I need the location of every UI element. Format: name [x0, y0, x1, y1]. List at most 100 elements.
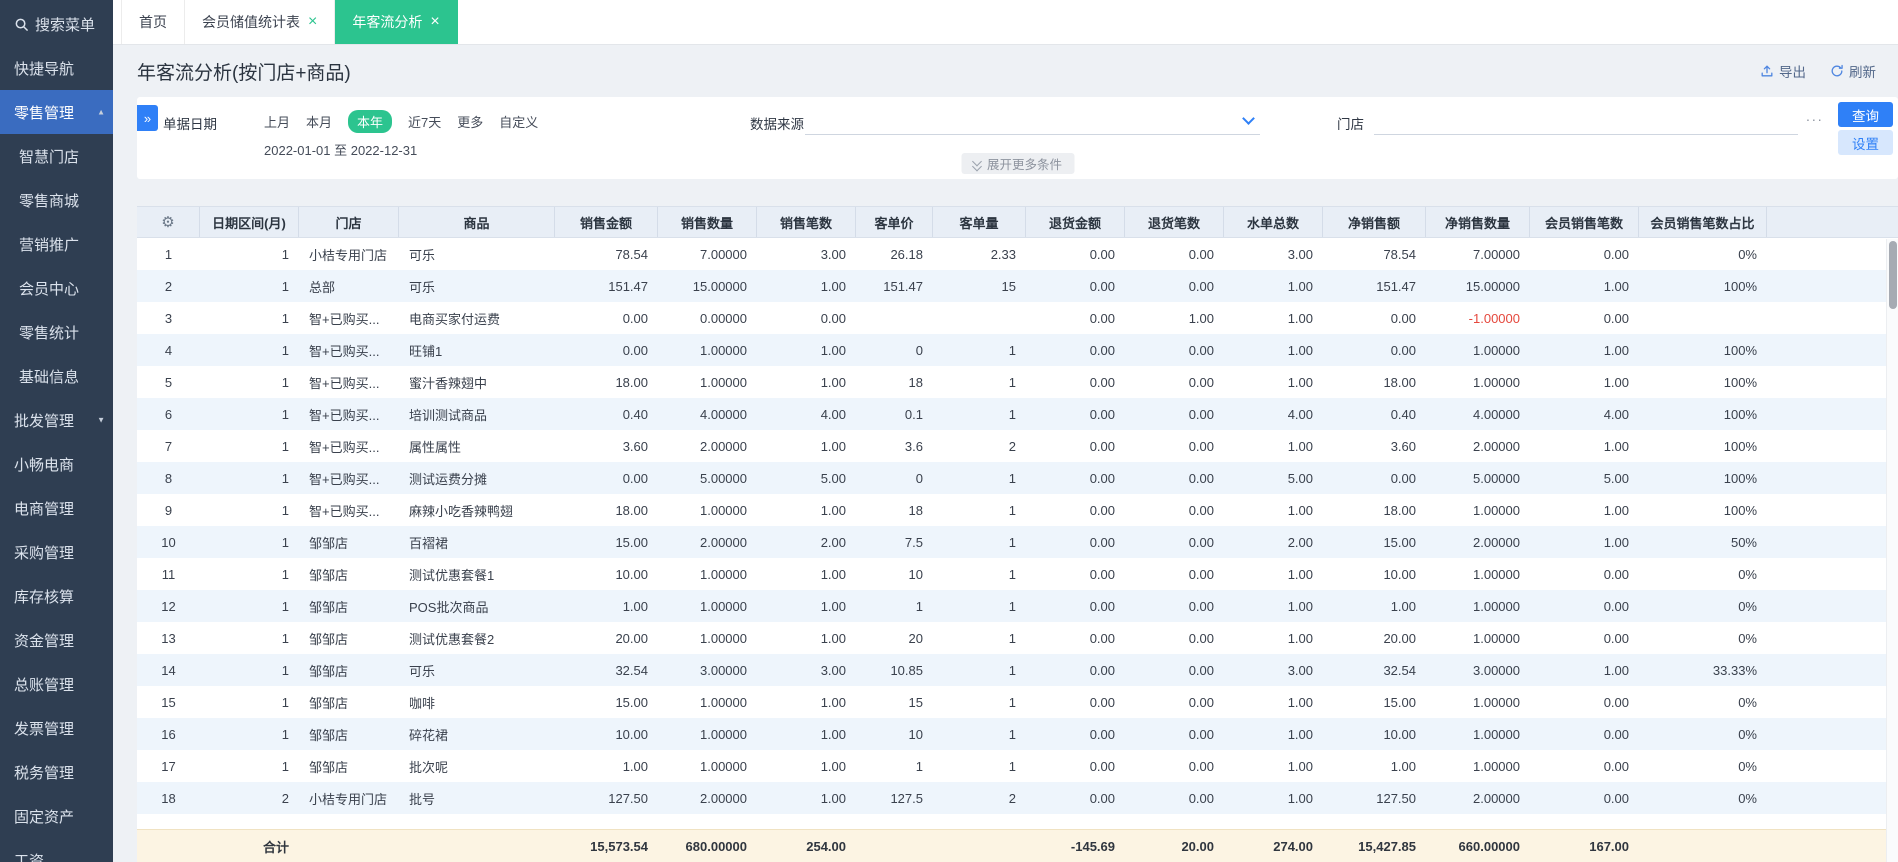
table-row[interactable]: 13 1 邹邹店 测试优惠套餐2 20.00 1.00000 1.00 20 1 0.00 0.00…	[137, 622, 1898, 654]
table-cell: 智+已购买...	[309, 439, 380, 455]
date-shortcut[interactable]: 本月	[306, 115, 333, 130]
date-shortcut[interactable]: 近7天	[408, 115, 442, 130]
table-cell: 3.00	[1287, 246, 1313, 262]
date-range-value[interactable]: 2022-01-01 至 2022-12-31	[264, 143, 418, 158]
sidebar-item[interactable]: 零售管理 ▲	[0, 90, 113, 134]
column-header[interactable]: 水单总数	[1224, 207, 1323, 237]
export-button[interactable]: 导出	[1760, 61, 1806, 81]
column-header[interactable]: 客单量	[933, 207, 1026, 237]
table-cell: 10.00	[615, 726, 648, 742]
table-row[interactable]: 4 1 智+已购买... 旺铺1 0.00 1.00000 1.00 0 1 0.00 0.00 1.…	[137, 334, 1898, 366]
expand-more-button[interactable]: 展开更多条件	[960, 153, 1075, 174]
table-cell: 0.00	[1188, 566, 1214, 582]
query-button[interactable]: 查询	[1838, 102, 1893, 127]
table-cell-filler	[1767, 526, 1898, 558]
column-header[interactable]: 客单价	[856, 207, 933, 237]
data-source-input[interactable]	[805, 103, 1260, 135]
sidebar-item[interactable]: 库存核算	[0, 574, 113, 618]
sidebar-item[interactable]: 电商管理	[0, 486, 113, 530]
date-shortcut[interactable]: 上月	[264, 115, 291, 130]
column-header[interactable]: 会员销售笔数占比	[1639, 207, 1767, 237]
tab[interactable]: 会员储值统计表 ×	[185, 0, 336, 44]
table-row[interactable]: 2 1 总部 可乐 151.47 15.00000 1.00 151.47 15 0.00 0.00…	[137, 270, 1898, 302]
column-header[interactable]: 商品	[399, 207, 555, 237]
close-icon[interactable]: ×	[430, 13, 440, 30]
table-cell: 可乐	[409, 279, 436, 295]
table-row[interactable]: 15 1 邹邹店 咖啡 15.00 1.00000 1.00 15 1 0.00 0.00 1.00 1…	[137, 686, 1898, 718]
refresh-button[interactable]: 刷新	[1830, 61, 1876, 81]
table-cell: 2.00	[820, 534, 846, 550]
sidebar-item[interactable]: 快捷导航	[0, 46, 113, 90]
column-header[interactable]: 日期区间(月)	[200, 207, 299, 237]
table-cell-filler	[1767, 494, 1898, 526]
sidebar-item[interactable]: 基础信息	[0, 354, 113, 398]
table-cell-filler	[1767, 686, 1898, 718]
column-header[interactable]: 销售金额	[555, 207, 658, 237]
table-row[interactable]: 12 1 邹邹店 POS批次商品 1.00 1.00000 1.00 1 1 0.00 0.00 1.…	[137, 590, 1898, 622]
sidebar-item[interactable]: 智慧门店	[0, 134, 113, 178]
sidebar-item[interactable]: 税务管理	[0, 750, 113, 794]
sidebar-item[interactable]: 固定资产	[0, 794, 113, 838]
table-row[interactable]: 9 1 智+已购买... 麻辣小吃香辣鸭翅 18.00 1.00000 1.00 18 1 0.0…	[137, 494, 1898, 526]
close-icon[interactable]: ×	[308, 13, 318, 30]
table-cell: 50%	[1730, 534, 1757, 550]
column-header[interactable]: 销售数量	[658, 207, 757, 237]
column-header[interactable]: 门店	[299, 207, 399, 237]
column-header-settings[interactable]: ⚙	[137, 207, 200, 237]
table-cell: 咖啡	[409, 695, 436, 711]
scrollbar-thumb[interactable]	[1889, 241, 1897, 309]
table-row[interactable]: 6 1 智+已购买... 培训测试商品 0.40 4.00000 4.00 0.1 1 0.00 0…	[137, 398, 1898, 430]
sidebar-item[interactable]: 工资	[0, 838, 113, 862]
vertical-scrollbar[interactable]	[1886, 239, 1898, 862]
table-cell: 7.00000	[1473, 246, 1520, 262]
store-input[interactable]	[1374, 103, 1798, 135]
table-row[interactable]: 7 1 智+已购买... 属性属性 3.60 2.00000 1.00 3.6 2 0.00 0.0…	[137, 430, 1898, 462]
table-row[interactable]: 8 1 智+已购买... 测试运费分摊 0.00 5.00000 5.00 0 1 0.00 0.0…	[137, 462, 1898, 494]
sidebar-item[interactable]: 零售商城	[0, 178, 113, 222]
settings-button[interactable]: 设置	[1838, 130, 1893, 155]
table-cell: 测试优惠套餐1	[409, 567, 495, 583]
table-cell: 100%	[1723, 374, 1757, 390]
tab[interactable]: 首页	[121, 0, 185, 44]
column-header[interactable]: 退货笔数	[1125, 207, 1224, 237]
table-cell: 151.47	[883, 278, 923, 294]
sidebar-item[interactable]: 发票管理	[0, 706, 113, 750]
table-cell: 1	[281, 278, 289, 294]
tab[interactable]: 年客流分析 ×	[335, 0, 458, 44]
table-cell: 151.47	[1376, 278, 1416, 294]
table-cell: 1	[1008, 726, 1016, 742]
sidebar-item[interactable]: 总账管理	[0, 662, 113, 706]
table-row[interactable]: 10 1 邹邹店 百褶裙 15.00 2.00000 2.00 7.5 1 0.00 0.00 2.0…	[137, 526, 1898, 558]
table-row[interactable]: 1 1 小桔专用门店 可乐 78.54 7.00000 3.00 26.18 2.33 0.00 0…	[137, 238, 1898, 270]
sidebar: 搜索菜单 快捷导航 零售管理 ▲ 智慧门店 零售商城 营销推广 会员中心 零售统计 基础信息 批发管…	[0, 0, 113, 862]
column-header[interactable]: 销售笔数	[757, 207, 856, 237]
store-more-button[interactable]: ...	[1806, 108, 1824, 124]
table-row[interactable]: 18 2 小桔专用门店 批号 127.50 2.00000 1.00 127.5 2 0.00 0.…	[137, 782, 1898, 814]
table-cell-filler	[1767, 238, 1898, 270]
table-row[interactable]: 14 1 邹邹店 可乐 32.54 3.00000 3.00 10.85 1 0.00 0.00 3.…	[137, 654, 1898, 686]
sidebar-item[interactable]: 小畅电商	[0, 442, 113, 486]
sidebar-item[interactable]: 资金管理	[0, 618, 113, 662]
column-header[interactable]: 净销售额	[1323, 207, 1426, 237]
sidebar-item[interactable]: 搜索菜单	[0, 2, 113, 46]
date-shortcut[interactable]: 自定义	[499, 115, 539, 130]
date-shortcut[interactable]: 更多	[457, 115, 484, 130]
table-cell-filler	[1767, 366, 1898, 398]
table-cell: 0.00	[1188, 726, 1214, 742]
table-row[interactable]: 17 1 邹邹店 批次呢 1.00 1.00000 1.00 1 1 0.00 0.00 1.00 1.…	[137, 750, 1898, 782]
table-row[interactable]: 5 1 智+已购买... 蜜汁香辣翅中 18.00 1.00000 1.00 18 1 0.00 0…	[137, 366, 1898, 398]
table-cell: 1	[915, 598, 923, 614]
column-header[interactable]: 会员销售笔数	[1530, 207, 1639, 237]
table-row[interactable]: 11 1 邹邹店 测试优惠套餐1 10.00 1.00000 1.00 10 1 0.00 0.00…	[137, 558, 1898, 590]
collapse-filter-button[interactable]: »	[137, 105, 158, 131]
table-row[interactable]: 3 1 智+已购买... 电商买家付运费 0.00 0.00000 0.00 0.00 1.00…	[137, 302, 1898, 334]
sidebar-item[interactable]: 零售统计	[0, 310, 113, 354]
column-header[interactable]: 退货金额	[1026, 207, 1125, 237]
column-header[interactable]: 净销售数量	[1426, 207, 1530, 237]
sidebar-item[interactable]: 批发管理 ▼	[0, 398, 113, 442]
sidebar-item[interactable]: 会员中心	[0, 266, 113, 310]
sidebar-item[interactable]: 营销推广	[0, 222, 113, 266]
sidebar-item[interactable]: 采购管理	[0, 530, 113, 574]
table-row[interactable]: 16 1 邹邹店 碎花裙 10.00 1.00000 1.00 10 1 0.00 0.00 1.00…	[137, 718, 1898, 750]
date-shortcut[interactable]: 本年	[348, 110, 393, 133]
